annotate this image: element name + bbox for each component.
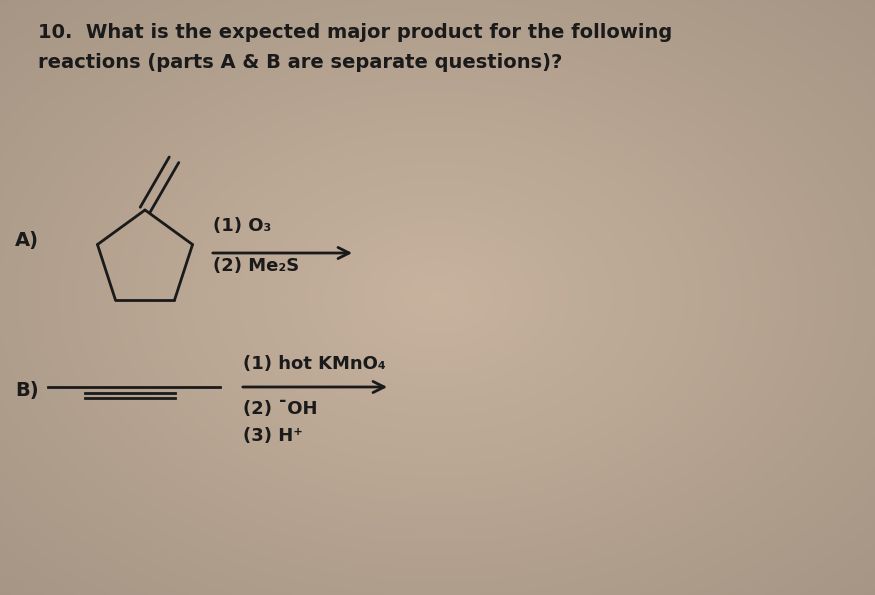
Text: (2) Me₂S: (2) Me₂S xyxy=(213,257,299,275)
Text: B): B) xyxy=(15,380,38,399)
Text: (2) ¯OH: (2) ¯OH xyxy=(243,400,318,418)
Text: (1) O₃: (1) O₃ xyxy=(213,217,271,235)
Text: A): A) xyxy=(15,230,39,249)
Text: 10.  What is the expected major product for the following: 10. What is the expected major product f… xyxy=(38,23,672,42)
Text: (3) H⁺: (3) H⁺ xyxy=(243,427,303,445)
Text: reactions (parts A & B are separate questions)?: reactions (parts A & B are separate ques… xyxy=(38,53,563,72)
Text: (1) hot KMnO₄: (1) hot KMnO₄ xyxy=(243,355,386,373)
